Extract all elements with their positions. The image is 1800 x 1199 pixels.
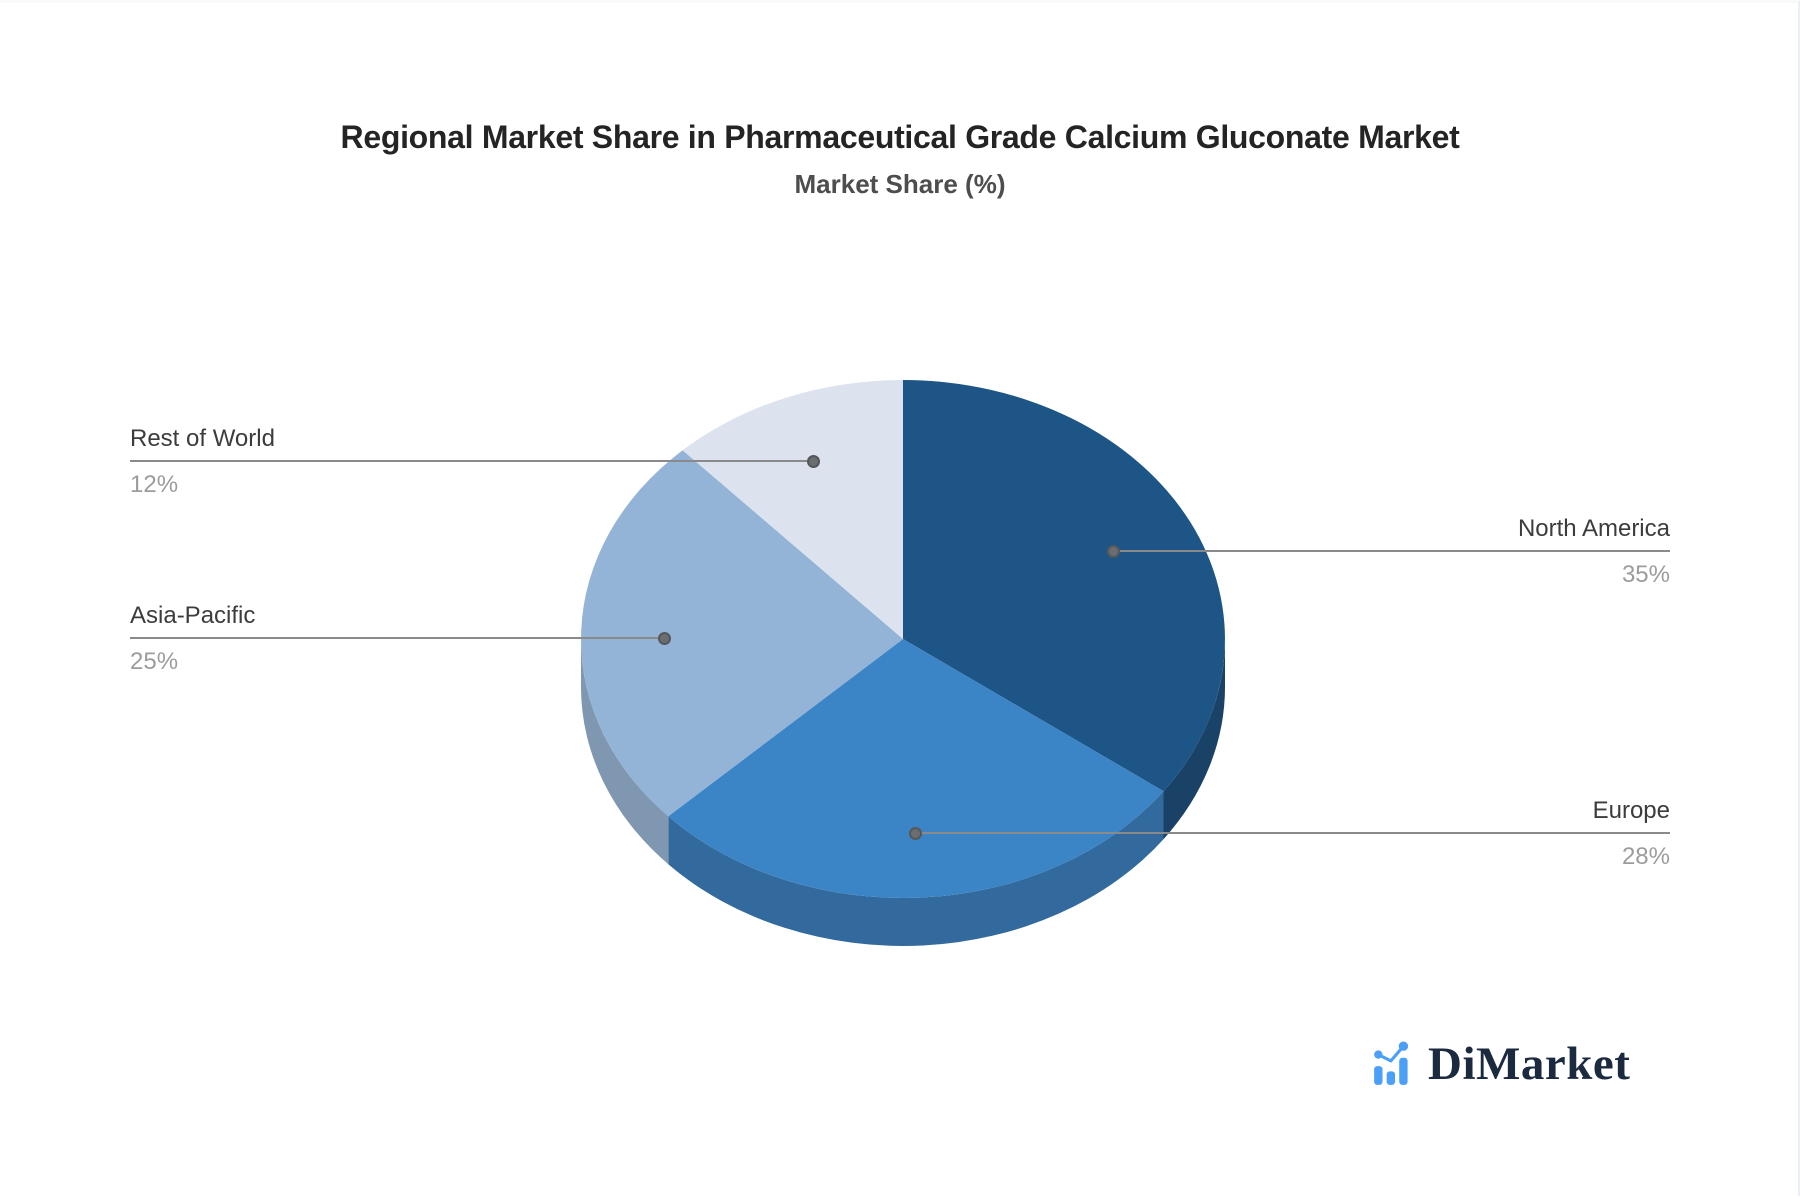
chart-title: Regional Market Share in Pharmaceutical … [340,119,1460,155]
slice-value: 25% [130,648,179,675]
leader-dot-icon [1107,545,1120,558]
chart-subtitle: Market Share (%) [794,169,1006,199]
slice-label: Asia-Pacific [130,602,256,629]
pie-slice-north-america[interactable] [903,380,1225,792]
pie-slice-side-asia-pacific [581,639,669,865]
leader-line [915,832,1670,834]
slice-label: North America [1517,515,1670,542]
bar-chart-trend-icon [1374,1041,1409,1085]
slice-label: Rest of World [130,425,275,452]
leader-line [1113,550,1670,552]
slice-value: 12% [130,471,179,498]
leader-line [130,637,665,639]
leader-line [130,460,814,462]
slice-value: 28% [1621,843,1670,870]
slice-label: Europe [1592,797,1670,824]
leader-dot-icon [909,827,922,840]
leader-dot-icon [658,632,671,645]
brand-logo: DiMarket [1372,1037,1630,1091]
pie-chart [581,380,1225,946]
brand-name: DiMarket [1428,1038,1631,1090]
pie-slice-side-europe [668,791,1164,946]
pie-slice-rest-of-world[interactable] [682,380,903,639]
slice-value: 35% [1621,561,1670,588]
pie-slice-asia-pacific[interactable] [581,450,903,817]
leader-dot-icon [807,455,820,468]
pie-slice-side-north-america [1163,639,1225,840]
